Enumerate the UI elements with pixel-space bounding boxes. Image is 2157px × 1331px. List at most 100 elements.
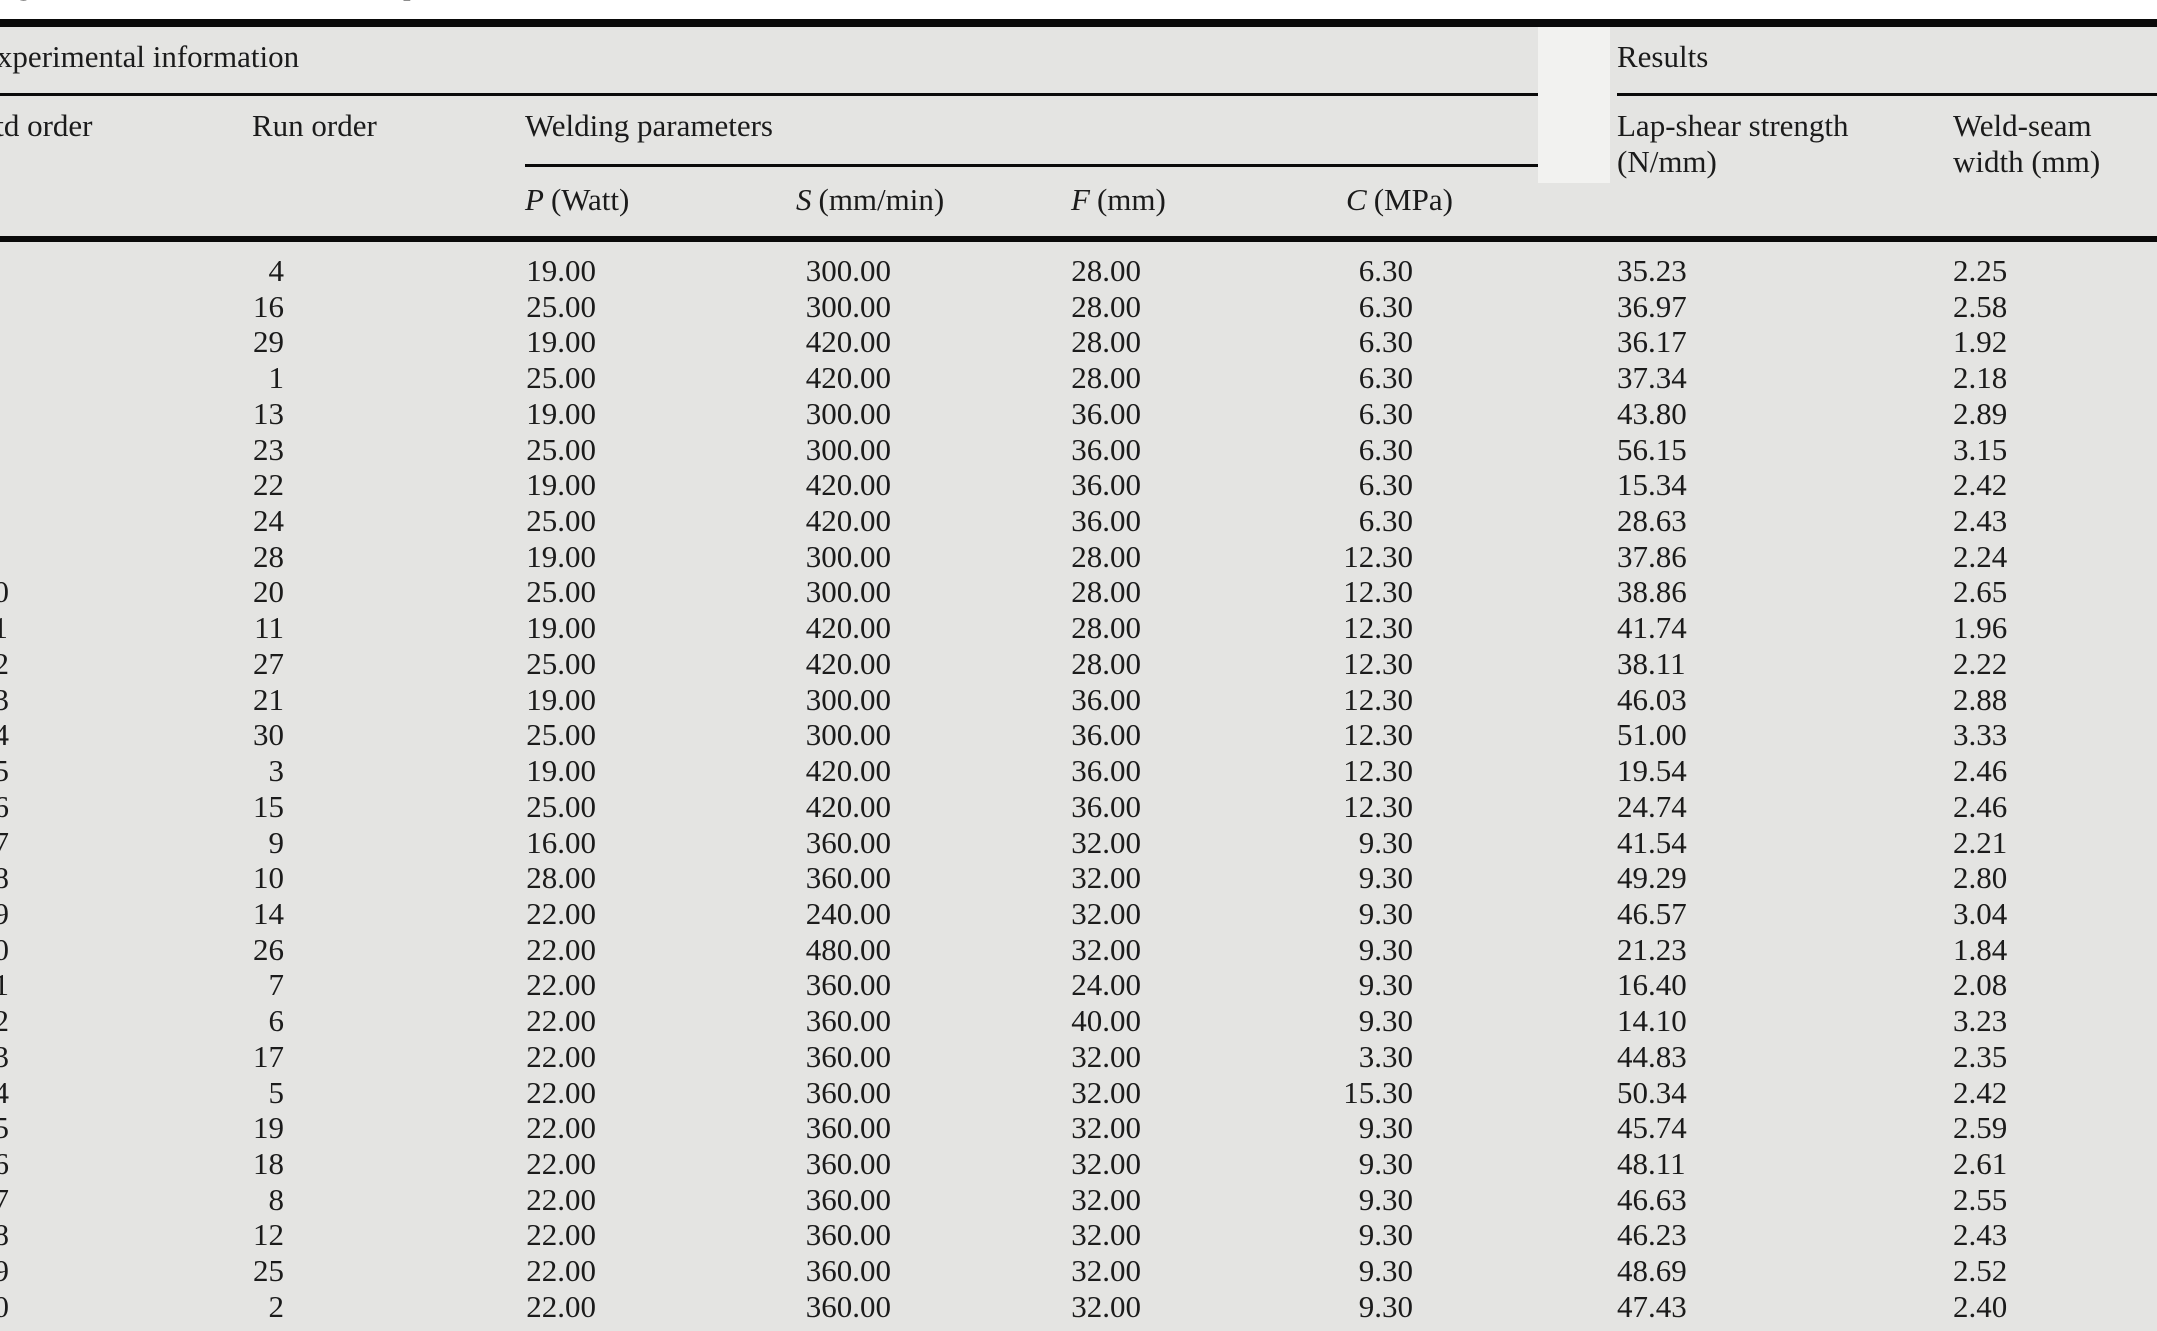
cell-lss: 19.54 (1617, 753, 1687, 789)
cell-std: 20 (0, 931, 9, 967)
cell-s: 420.00 (805, 645, 891, 681)
cell-f: 36.00 (1071, 753, 1141, 789)
lap-shear-line1: Lap-shear strength (1617, 108, 1849, 143)
cell-p: 25.00 (526, 717, 596, 753)
cell-wsw: 2.24 (1953, 538, 2008, 574)
cell-lss: 41.74 (1617, 610, 1687, 646)
cell-f: 32.00 (1071, 860, 1141, 896)
table-row: 3 29 19.00 420.00 28.00 6.30 36.17 1.92 (0, 324, 2157, 360)
cell-lss: 46.03 (1617, 681, 1687, 717)
cell-run: 22 (253, 467, 284, 503)
table-row: 4 1 25.00 420.00 28.00 6.30 37.34 2.18 (0, 360, 2157, 396)
cell-f: 24.00 (1071, 967, 1141, 1003)
cell-p: 22.00 (526, 1110, 596, 1146)
cell-f: 28.00 (1071, 360, 1141, 396)
cell-lss: 45.74 (1617, 1110, 1687, 1146)
cell-std: 13 (0, 681, 9, 717)
table-row: 5 13 19.00 300.00 36.00 6.30 43.80 2.89 (0, 396, 2157, 432)
table-row: 19 14 22.00 240.00 32.00 9.30 46.57 3.04 (0, 896, 2157, 932)
unit-mm-min: (mm/min) (818, 182, 945, 217)
cell-c: 9.30 (1358, 1003, 1413, 1039)
cell-std: 21 (0, 967, 9, 1003)
cell-s: 360.00 (805, 1253, 891, 1289)
cell-s: 360.00 (805, 1074, 891, 1110)
cell-c: 12.30 (1343, 753, 1413, 789)
cell-p: 22.00 (526, 1038, 596, 1074)
cell-f: 36.00 (1071, 395, 1141, 431)
table-row: 18 10 28.00 360.00 32.00 9.30 49.29 2.80 (0, 860, 2157, 896)
cell-p: 22.00 (526, 1074, 596, 1110)
cell-wsw: 2.61 (1953, 1146, 2008, 1181)
cell-f: 28.00 (1071, 253, 1141, 288)
symbol-C: C (1346, 182, 1367, 217)
cell-std: 19 (0, 895, 9, 931)
cell-c: 9.30 (1358, 860, 1413, 896)
cell-wsw: 2.08 (1953, 967, 2008, 1003)
cell-c: 9.30 (1358, 1110, 1413, 1146)
cell-s: 360.00 (805, 1288, 891, 1324)
cell-f: 28.00 (1071, 288, 1141, 324)
cell-p: 22.00 (526, 967, 596, 1003)
cell-c: 6.30 (1358, 288, 1413, 324)
cell-f: 32.00 (1071, 931, 1141, 967)
cell-p: 16.00 (526, 824, 596, 860)
cell-wsw: 1.84 (1953, 931, 2008, 967)
table-row: 2 16 25.00 300.00 28.00 6.30 36.97 2.58 (0, 289, 2157, 325)
table-row: 30 2 22.00 360.00 32.00 9.30 47.43 2.40 (0, 1289, 2157, 1325)
table-shading-background (0, 27, 2157, 1331)
table-row: 29 25 22.00 360.00 32.00 9.30 48.69 2.52 (0, 1253, 2157, 1289)
table-row: 22 6 22.00 360.00 40.00 9.30 14.10 3.23 (0, 1003, 2157, 1039)
table-top-rule (0, 19, 2157, 27)
cell-lss: 48.69 (1617, 1253, 1687, 1289)
cell-run: 18 (253, 1146, 284, 1181)
cell-std: 26 (0, 1146, 9, 1181)
column-header-lap-shear-strength: Lap-shear strength (N/mm) (1617, 108, 1849, 180)
cell-lss: 35.23 (1617, 253, 1687, 288)
table-row: 25 19 22.00 360.00 32.00 9.30 45.74 2.59 (0, 1110, 2157, 1146)
table-row: 11 11 19.00 420.00 28.00 12.30 41.74 1.96 (0, 610, 2157, 646)
cell-lss: 24.74 (1617, 788, 1687, 824)
cell-f: 36.00 (1071, 681, 1141, 717)
cell-std: 18 (0, 860, 9, 896)
cell-f: 28.00 (1071, 645, 1141, 681)
subheader-clamp: C (MPa) (1346, 182, 1453, 218)
cell-wsw: 2.35 (1953, 1038, 2008, 1074)
cell-c: 12.30 (1343, 681, 1413, 717)
cell-lss: 50.34 (1617, 1074, 1687, 1110)
table-row: 9 28 19.00 300.00 28.00 12.30 37.86 2.24 (0, 539, 2157, 575)
cell-c: 12.30 (1343, 645, 1413, 681)
cell-run: 30 (253, 717, 284, 753)
cell-s: 360.00 (805, 824, 891, 860)
cell-run: 9 (268, 824, 285, 860)
cell-f: 32.00 (1071, 1038, 1141, 1074)
cell-p: 25.00 (526, 360, 596, 396)
table-row: 14 30 25.00 300.00 36.00 12.30 51.00 3.33 (0, 717, 2157, 753)
cell-f: 32.00 (1071, 895, 1141, 931)
cell-f: 32.00 (1071, 1110, 1141, 1146)
cell-c: 12.30 (1343, 538, 1413, 574)
cell-lss: 48.11 (1617, 1146, 1686, 1181)
cell-lss: 38.11 (1617, 645, 1686, 681)
cell-s: 420.00 (805, 610, 891, 646)
cell-c: 3.30 (1358, 1038, 1413, 1074)
column-header-welding-parameters: Welding parameters (525, 108, 773, 143)
cell-run: 20 (253, 574, 284, 610)
table-row: 16 15 25.00 420.00 36.00 12.30 24.74 2.46 (0, 789, 2157, 825)
cell-c: 6.30 (1358, 324, 1413, 360)
unit-mpa: (MPa) (1373, 182, 1453, 217)
cell-p: 25.00 (526, 788, 596, 824)
cell-run: 16 (253, 288, 284, 324)
cell-f: 32.00 (1071, 1217, 1141, 1253)
cell-wsw: 1.96 (1953, 610, 2008, 646)
table-row: 24 5 22.00 360.00 32.00 15.30 50.34 2.42 (0, 1075, 2157, 1111)
cell-run: 26 (253, 931, 284, 967)
cell-lss: 56.15 (1617, 431, 1687, 467)
cell-wsw: 2.89 (1953, 395, 2008, 431)
cell-s: 300.00 (805, 717, 891, 753)
cell-wsw: 1.92 (1953, 324, 2008, 360)
cell-p: 19.00 (526, 253, 596, 288)
cell-lss: 51.00 (1617, 717, 1687, 753)
cell-p: 22.00 (526, 1003, 596, 1039)
cell-s: 420.00 (805, 467, 891, 503)
